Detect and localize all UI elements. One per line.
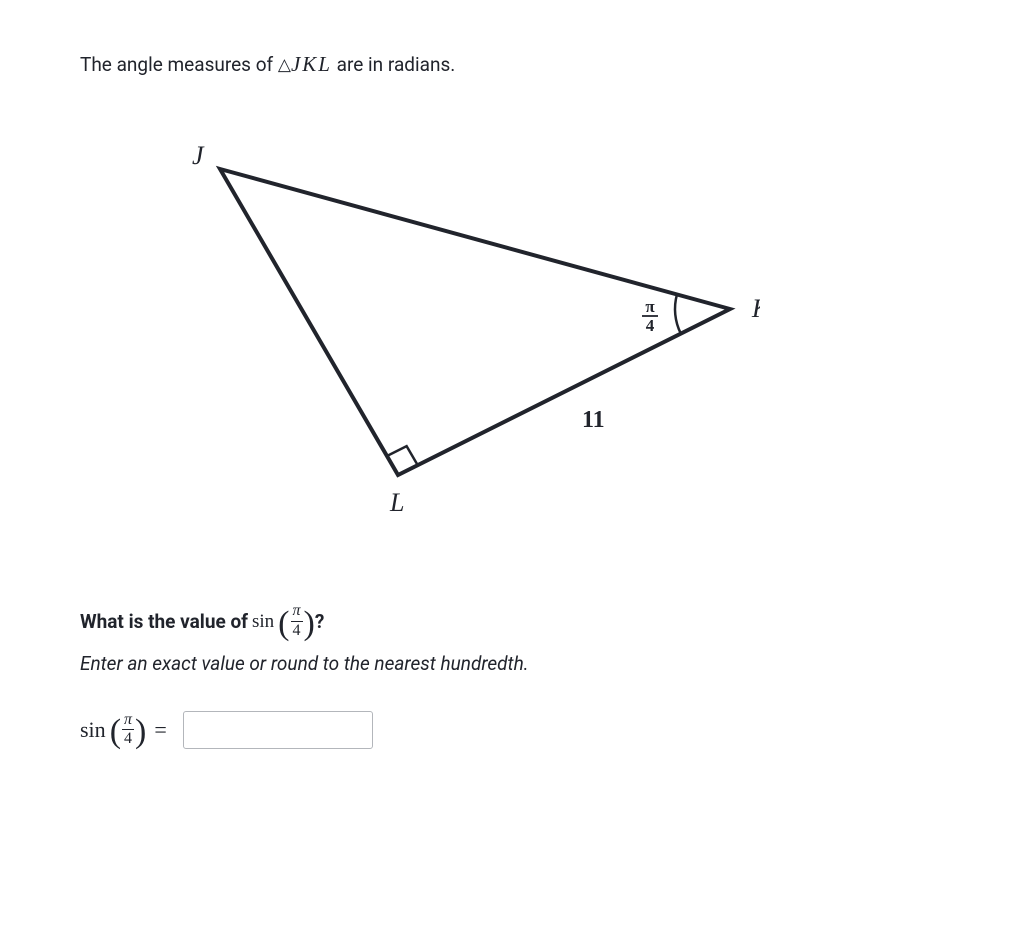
question-lead: What is the value of [80,610,248,633]
instruction-text: Enter an exact value or round to the nea… [80,652,984,675]
svg-text:K: K [751,294,760,323]
svg-text:11: 11 [582,407,605,433]
question-func: sin [252,611,274,633]
rparen-icon: ) [304,610,315,637]
equals-sign: = [154,717,166,743]
answer-line: sin ( π 4 ) = [80,711,984,749]
question-trailing: ? [315,610,324,633]
intro-prefix: The angle measures of [80,53,278,76]
triangle-diagram: J K L 11 π4 [140,129,984,553]
answer-func: sin [80,717,106,743]
answer-frac-den: 4 [122,729,134,748]
svg-text:4: 4 [646,316,655,335]
svg-text:π: π [645,297,655,316]
intro-suffix: are in radians. [337,53,456,76]
svg-text:J: J [192,141,205,170]
question-frac-den: 4 [291,621,303,640]
question-fraction: π 4 [291,603,303,640]
rparen-icon: ) [135,718,146,745]
triangle-symbol: △ [278,55,291,75]
triangle-label: JKL [291,52,332,76]
triangle-svg: J K L 11 π4 [140,129,760,549]
lparen-icon: ( [110,718,121,745]
answer-input[interactable] [183,711,373,749]
svg-text:L: L [389,488,404,517]
question-frac-num: π [291,603,303,621]
lparen-icon: ( [278,610,289,637]
question-line: What is the value of sin ( π 4 ) ? [80,603,984,640]
answer-fraction: π 4 [122,712,134,749]
intro-text: The angle measures of △JKL are in radian… [80,50,984,79]
answer-frac-num: π [122,712,134,730]
